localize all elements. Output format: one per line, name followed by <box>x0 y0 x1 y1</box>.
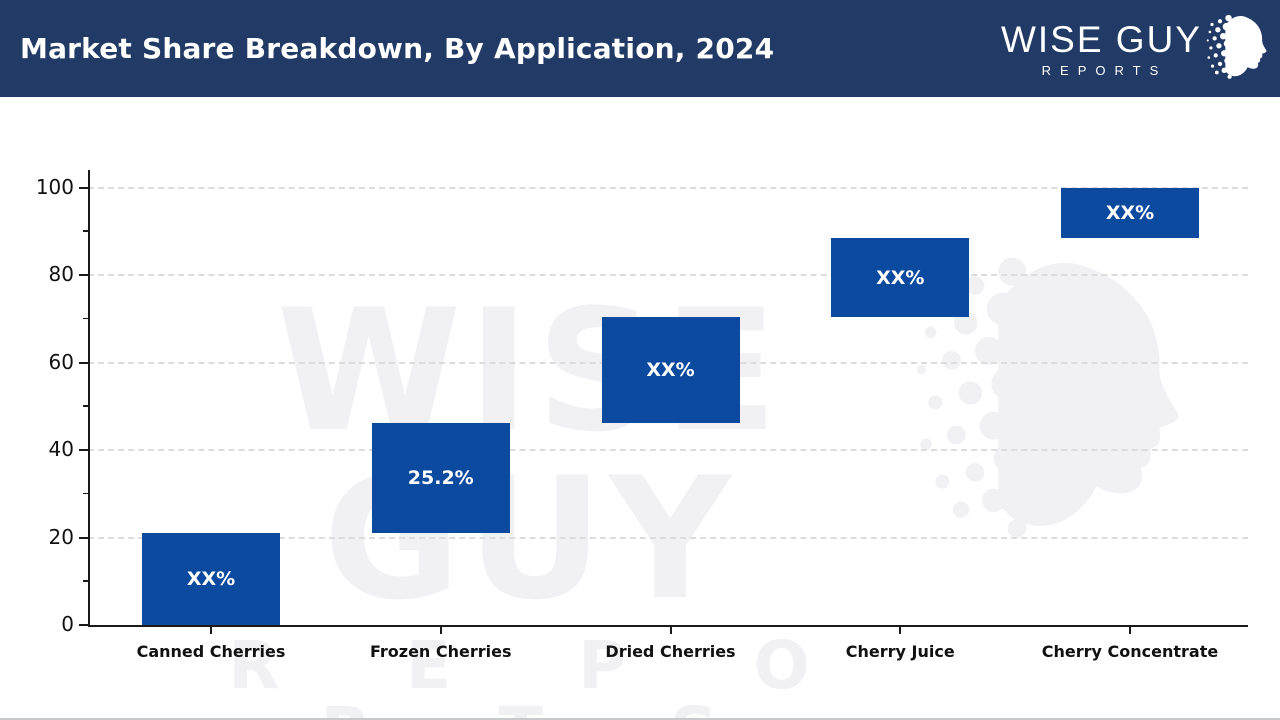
logo-wordmark-line2: REPORTS <box>1041 62 1168 78</box>
x-axis-tick <box>210 625 212 634</box>
bar-canned-cherries: XX% <box>142 533 280 625</box>
bar-value-label: XX% <box>876 266 925 289</box>
y-axis-tick-label: 0 <box>61 612 74 636</box>
y-axis-minor-tick <box>83 580 88 582</box>
gridline <box>88 186 1248 189</box>
bar-value-label: XX% <box>646 359 695 382</box>
x-axis-tick <box>669 625 672 634</box>
x-axis-category-label: Cherry Concentrate <box>1041 642 1219 661</box>
bar-value-label: XX% <box>186 568 236 591</box>
gridline <box>88 536 1248 539</box>
y-axis-tick <box>79 361 88 364</box>
y-axis-tick <box>79 449 88 451</box>
y-axis-spine <box>88 170 90 627</box>
bar-value-label: 25.2% <box>407 467 474 489</box>
bar-dried-cherries: XX% <box>601 317 740 423</box>
logo-wordmark-line1: WISE GUY <box>1000 18 1202 60</box>
x-axis-tick <box>439 625 442 634</box>
gridline <box>88 449 1248 451</box>
y-axis-minor-tick <box>83 405 88 407</box>
y-axis-tick-label: 20 <box>48 524 74 549</box>
x-axis-category-label: Cherry Juice <box>845 642 955 661</box>
y-axis-tick-label: 100 <box>35 174 74 199</box>
x-axis-tick <box>899 625 902 634</box>
dotted-head-profile-icon <box>1206 14 1267 79</box>
header-bar: Market Share Breakdown, By Application, … <box>0 0 1280 97</box>
wiseguy-logo: WISE GUY REPORTS <box>1001 8 1268 90</box>
x-axis-category-label: Frozen Cherries <box>369 642 512 661</box>
y-axis-tick-label: 80 <box>48 262 74 286</box>
y-axis-tick-label: 40 <box>48 437 74 461</box>
bar-value-label: XX% <box>1105 201 1155 224</box>
y-axis-tick-label: 60 <box>48 349 74 374</box>
bar-cherry-juice: XX% <box>831 238 970 318</box>
y-axis-minor-tick <box>83 492 88 495</box>
x-axis-spine <box>88 625 1248 627</box>
x-axis-category-label: Canned Cherries <box>136 642 286 661</box>
x-axis-category-label: Dried Cherries <box>605 642 736 661</box>
logo-wordmark: WISE GUY REPORTS <box>1001 21 1202 77</box>
bar-frozen-cherries: 25.2% <box>371 422 510 534</box>
bar-cherry-concentrate: XX% <box>1061 187 1199 239</box>
y-axis-minor-tick <box>83 230 88 232</box>
page-title: Market Share Breakdown, By Application, … <box>20 32 775 65</box>
chart-area: WISE GUY R E P O R T S 020406080100XX%Ca… <box>0 97 1280 718</box>
y-axis-tick <box>79 536 88 539</box>
y-axis-tick <box>79 274 88 276</box>
y-axis-tick <box>79 624 88 626</box>
x-axis-tick <box>1129 625 1131 634</box>
gridline <box>88 274 1248 276</box>
y-axis-tick <box>79 186 88 189</box>
y-axis-minor-tick <box>83 317 88 320</box>
